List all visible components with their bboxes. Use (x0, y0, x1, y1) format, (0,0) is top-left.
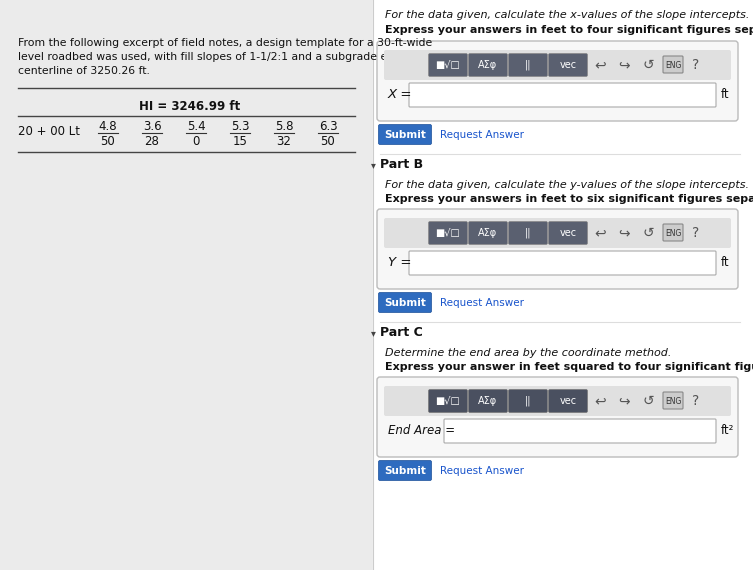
FancyBboxPatch shape (384, 218, 731, 248)
FancyBboxPatch shape (409, 83, 716, 107)
Text: 50: 50 (321, 135, 335, 148)
FancyBboxPatch shape (548, 54, 587, 76)
Text: 6.3: 6.3 (319, 120, 337, 133)
Text: Request Answer: Request Answer (440, 129, 524, 140)
FancyBboxPatch shape (377, 41, 738, 121)
Text: 4.8: 4.8 (99, 120, 117, 133)
Text: Submit: Submit (384, 466, 426, 475)
Text: Part C: Part C (380, 327, 422, 340)
FancyBboxPatch shape (377, 377, 738, 457)
Text: ↪: ↪ (618, 58, 630, 72)
FancyBboxPatch shape (377, 209, 738, 289)
Text: ↩: ↩ (594, 226, 606, 240)
Text: ↺: ↺ (642, 394, 654, 408)
Text: level roadbed was used, with fill slopes of 1-1/2:1 and a subgrade elevation at: level roadbed was used, with fill slopes… (18, 52, 445, 62)
Text: ■√□: ■√□ (436, 60, 460, 70)
FancyBboxPatch shape (379, 292, 431, 312)
Text: 15: 15 (233, 135, 248, 148)
Text: AΣφ: AΣφ (478, 228, 498, 238)
Text: Part B: Part B (380, 158, 423, 172)
Text: 20 + 00 Lt: 20 + 00 Lt (18, 125, 80, 138)
Text: ↪: ↪ (618, 226, 630, 240)
Text: 28: 28 (145, 135, 160, 148)
Text: ▾: ▾ (371, 328, 376, 338)
Text: ENG: ENG (665, 60, 681, 70)
Text: ft²: ft² (721, 425, 734, 438)
Text: ?: ? (692, 226, 700, 240)
FancyBboxPatch shape (384, 50, 731, 80)
Text: ?: ? (692, 58, 700, 72)
Bar (373, 0, 753, 570)
Text: ↩: ↩ (594, 58, 606, 72)
FancyBboxPatch shape (428, 54, 468, 76)
Text: HI = 3246.99 ft: HI = 3246.99 ft (139, 100, 241, 113)
Text: 5.8: 5.8 (275, 120, 293, 133)
Text: Submit: Submit (384, 129, 426, 140)
Text: X =: X = (388, 88, 413, 101)
FancyBboxPatch shape (548, 389, 587, 413)
Text: ?: ? (692, 394, 700, 408)
Text: ↺: ↺ (642, 226, 654, 240)
FancyBboxPatch shape (508, 222, 547, 245)
FancyBboxPatch shape (384, 386, 731, 416)
Text: For the data given, calculate the x-values of the slope intercepts.: For the data given, calculate the x-valu… (385, 10, 749, 20)
FancyBboxPatch shape (508, 389, 547, 413)
Text: ||: || (525, 228, 532, 238)
Text: Request Answer: Request Answer (440, 298, 524, 307)
FancyBboxPatch shape (663, 392, 683, 409)
Text: 0: 0 (192, 135, 200, 148)
Text: ENG: ENG (665, 229, 681, 238)
Text: vec: vec (559, 60, 577, 70)
Text: ENG: ENG (665, 397, 681, 405)
FancyBboxPatch shape (468, 389, 508, 413)
Text: 3.6: 3.6 (142, 120, 161, 133)
FancyBboxPatch shape (444, 419, 716, 443)
Text: centerline of 3250.26 ft.: centerline of 3250.26 ft. (18, 66, 150, 76)
Text: ||: || (525, 396, 532, 406)
FancyBboxPatch shape (548, 222, 587, 245)
FancyBboxPatch shape (428, 389, 468, 413)
Text: ↺: ↺ (642, 58, 654, 72)
Text: Y =: Y = (388, 256, 411, 270)
Text: AΣφ: AΣφ (478, 396, 498, 406)
Text: Express your answers in feet to four significant figures separated by a comma.: Express your answers in feet to four sig… (385, 25, 753, 35)
FancyBboxPatch shape (468, 222, 508, 245)
Text: ↩: ↩ (594, 394, 606, 408)
Bar (0, 0, 373, 570)
FancyBboxPatch shape (508, 54, 547, 76)
Text: ft: ft (721, 256, 730, 270)
Text: ▾: ▾ (371, 160, 376, 170)
Text: ↪: ↪ (618, 394, 630, 408)
Text: Determine the end area by the coordinate method.: Determine the end area by the coordinate… (385, 348, 672, 358)
Text: AΣφ: AΣφ (478, 60, 498, 70)
Text: For the data given, calculate the y-values of the slope intercepts.: For the data given, calculate the y-valu… (385, 180, 749, 190)
FancyBboxPatch shape (379, 124, 431, 145)
FancyBboxPatch shape (379, 461, 431, 481)
Text: vec: vec (559, 228, 577, 238)
Text: 50: 50 (101, 135, 115, 148)
Text: 5.3: 5.3 (230, 120, 249, 133)
FancyBboxPatch shape (409, 251, 716, 275)
Text: Request Answer: Request Answer (440, 466, 524, 475)
Text: Submit: Submit (384, 298, 426, 307)
Text: vec: vec (559, 396, 577, 406)
Text: ft: ft (721, 88, 730, 101)
Text: ||: || (525, 60, 532, 70)
Text: Express your answers in feet to six significant figures separated by a comma.: Express your answers in feet to six sign… (385, 194, 753, 204)
Text: ■√□: ■√□ (436, 396, 460, 406)
FancyBboxPatch shape (663, 56, 683, 73)
Text: ■√□: ■√□ (436, 228, 460, 238)
FancyBboxPatch shape (663, 224, 683, 241)
Text: From the following excerpt of field notes, a design template for a 30-ft-wide: From the following excerpt of field note… (18, 38, 432, 48)
FancyBboxPatch shape (428, 222, 468, 245)
Text: 32: 32 (276, 135, 291, 148)
Text: 5.4: 5.4 (187, 120, 206, 133)
Text: End Area =: End Area = (388, 425, 455, 438)
Text: Express your answer in feet squared to four significant figures.: Express your answer in feet squared to f… (385, 362, 753, 372)
FancyBboxPatch shape (468, 54, 508, 76)
